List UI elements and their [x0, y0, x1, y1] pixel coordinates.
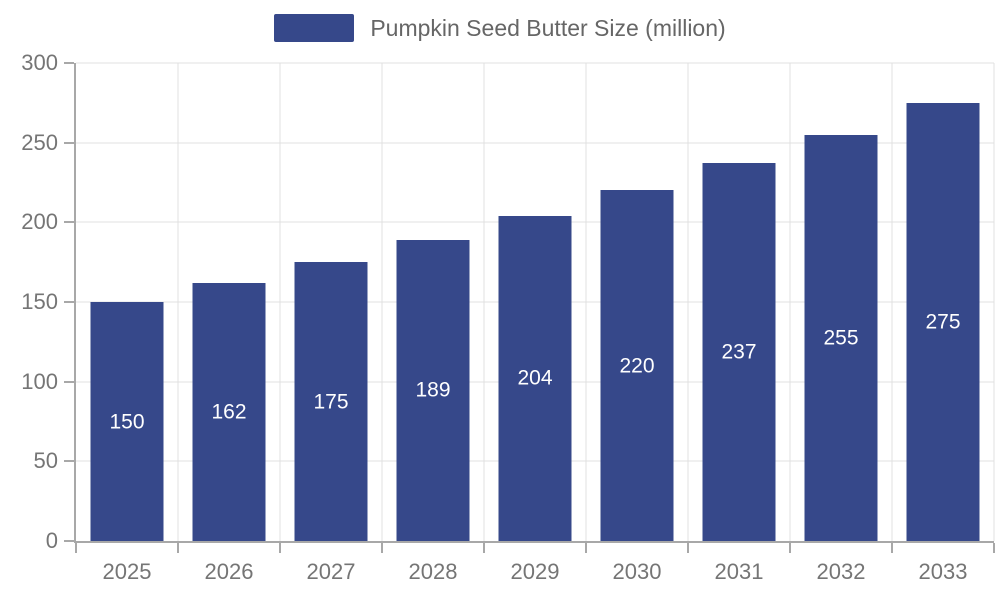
x-tick-label: 2027 [306, 559, 356, 584]
x-tick-mark [279, 543, 281, 553]
bar-value-label: 220 [619, 354, 655, 378]
y-tick-label: 250 [21, 129, 58, 155]
x-tick-mark [483, 543, 485, 553]
bar-value-label: 162 [211, 400, 247, 424]
legend-swatch [274, 14, 355, 42]
y-tick-mark [64, 540, 74, 542]
gridline-vertical [891, 63, 893, 541]
x-tick-label: 2031 [714, 559, 764, 584]
bar: 162 [192, 282, 266, 541]
bar: 255 [804, 134, 878, 541]
bar-value-label: 275 [925, 310, 961, 334]
legend-item[interactable]: Pumpkin Seed Butter Size (million) [0, 14, 1000, 42]
gridline-vertical [483, 63, 485, 541]
y-tick-mark [64, 460, 74, 463]
x-tick-mark [789, 543, 791, 553]
y-tick-label: 200 [21, 209, 58, 235]
x-tick-mark [993, 543, 995, 553]
gridline-horizontal [76, 62, 994, 64]
bar: 220 [600, 190, 674, 541]
x-tick-mark [380, 543, 383, 553]
bar: 175 [294, 262, 368, 541]
y-tick-label: 150 [21, 289, 58, 314]
x-tick-label: 2026 [204, 559, 254, 584]
y-tick-mark [64, 62, 74, 64]
bar-value-label: 237 [721, 340, 757, 364]
bar-value-label: 175 [313, 390, 349, 414]
bar-value-label: 150 [109, 410, 145, 433]
gridline-vertical [687, 63, 689, 541]
x-tick-label: 2033 [918, 559, 968, 584]
gridline-vertical [177, 63, 179, 541]
x-tick-label: 2029 [510, 559, 560, 584]
x-tick-label: 2030 [612, 559, 662, 584]
x-tick-mark [75, 543, 77, 553]
bar: 150 [90, 302, 164, 541]
y-tick-mark [64, 141, 74, 144]
gridline-vertical [789, 63, 791, 541]
y-tick-mark [64, 221, 74, 224]
bar: 204 [498, 215, 572, 541]
y-tick-label: 50 [33, 448, 58, 474]
x-tick-mark [585, 543, 587, 553]
gridline-vertical [993, 63, 995, 541]
bar: 189 [396, 239, 470, 541]
x-tick-label: 2028 [408, 559, 458, 584]
gridline-vertical [381, 63, 383, 541]
x-tick-mark [686, 543, 689, 553]
x-tick-label: 2032 [816, 559, 866, 584]
y-tick-label: 100 [21, 368, 58, 394]
x-tick-mark [177, 543, 179, 553]
y-tick-label: 300 [21, 50, 58, 75]
y-tick-mark [64, 380, 74, 383]
bar-value-label: 255 [823, 326, 859, 350]
bar-value-label: 189 [415, 378, 451, 402]
x-tick-mark [891, 543, 893, 553]
gridline-horizontal [76, 142, 994, 144]
bar: 237 [702, 163, 776, 541]
gridline-vertical [585, 63, 587, 541]
plot-area: 0 50 100 150 200 250 300 2025 150 2026 162 2027 175 2… [21, 52, 995, 583]
bar: 275 [906, 102, 980, 541]
bar-value-label: 204 [517, 366, 553, 390]
gridline-vertical [279, 63, 281, 541]
x-tick-label: 2025 [102, 559, 152, 584]
y-tick-mark [64, 301, 74, 303]
y-tick-label: 0 [45, 528, 58, 553]
legend-label: Pumpkin Seed Butter Size (million) [370, 14, 726, 41]
